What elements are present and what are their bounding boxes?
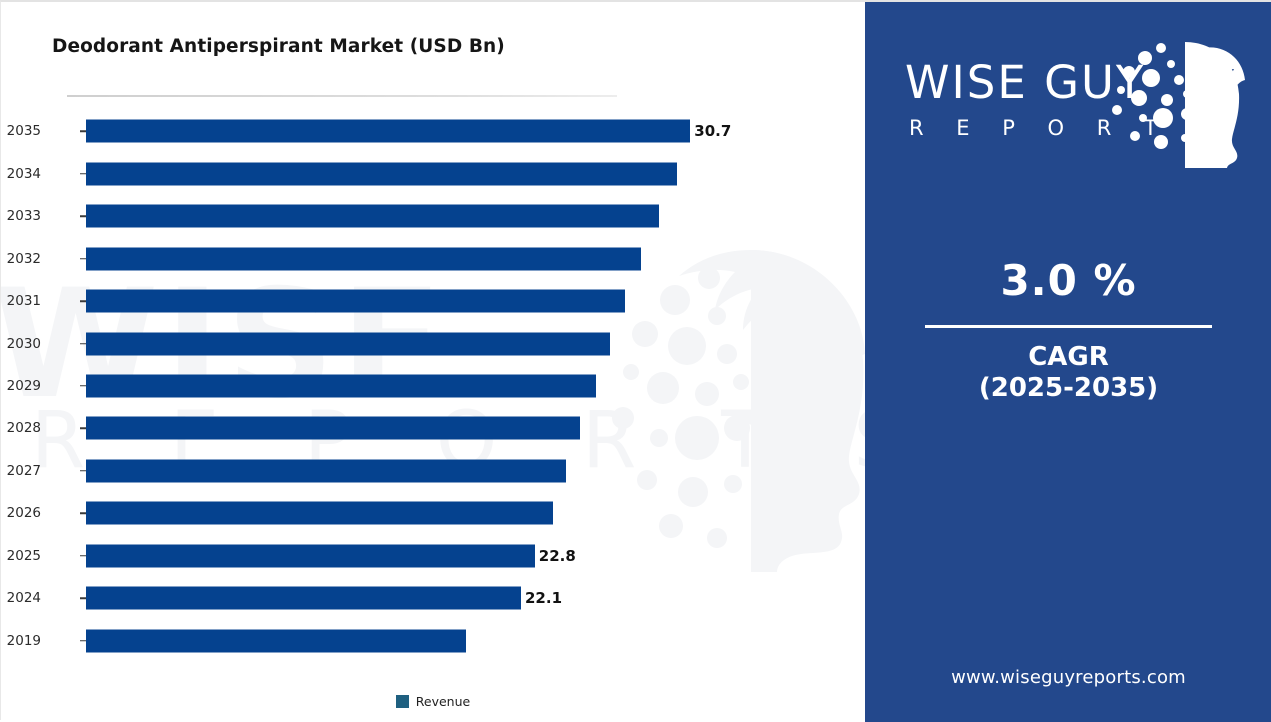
y-axis-tick-mark (80, 555, 86, 557)
bar-value-label: 30.7 (694, 122, 732, 141)
y-axis-tick-label: 2024 (6, 590, 41, 607)
y-axis-tick-label: 2032 (6, 250, 41, 267)
logo-head-silhouette-icon (1112, 42, 1245, 168)
y-axis-tick-mark (80, 300, 86, 302)
bar-revenue[interactable] (86, 204, 659, 228)
y-axis-tick-label: 2030 (6, 335, 41, 352)
y-axis-tick-mark (80, 172, 86, 175)
y-axis-tick-label: 2033 (6, 208, 41, 225)
bar-revenue[interactable] (86, 119, 691, 143)
bar-row: 2028 (1, 407, 865, 449)
y-axis-tick-mark (80, 257, 86, 260)
legend-label-revenue: Revenue (415, 694, 471, 709)
bar-row: 2024 22.1 (1, 577, 865, 619)
cagr-block: 3.0 % CAGR (2025-2035) (865, 260, 1271, 403)
y-axis-tick-mark (80, 470, 86, 472)
y-axis-tick-mark (80, 215, 86, 217)
cagr-period: (2025-2035) (978, 372, 1159, 403)
y-axis-tick-mark (80, 597, 86, 600)
bar-chart-plot: 2035 30.7 2034 2033 2032 2031 2030 2029 2028 2027… (1, 110, 865, 662)
bar-revenue[interactable] (86, 501, 553, 525)
bar-revenue[interactable] (86, 416, 581, 440)
y-axis-tick-label: 2025 (6, 547, 41, 564)
y-axis-tick-label: 2035 (6, 123, 41, 140)
bar-revenue[interactable] (86, 289, 626, 313)
bar-revenue[interactable] (86, 374, 596, 398)
y-axis-tick-label: 2019 (6, 632, 41, 649)
legend-swatch-revenue (395, 695, 409, 708)
bar-row: 2026 (1, 492, 865, 534)
y-axis-tick-mark (80, 427, 86, 430)
logo-wordmark-top: WISE GUY (905, 56, 1146, 109)
bar-row: 2029 (1, 365, 865, 407)
bar-row: 2027 (1, 450, 865, 492)
bar-revenue[interactable] (86, 586, 521, 610)
cagr-label: CAGR (1028, 342, 1109, 372)
bar-row: 2031 (1, 280, 865, 322)
bar-revenue[interactable] (86, 544, 535, 568)
y-axis-tick-label: 2027 (6, 462, 41, 479)
bar-revenue[interactable] (86, 629, 466, 653)
y-axis-tick-mark (80, 342, 86, 345)
brand-logo: WISE GUY R E P O R T S (901, 42, 1246, 168)
bar-row: 2032 (1, 237, 865, 279)
y-axis-tick-label: 2026 (6, 505, 41, 522)
bar-value-label: 22.1 (525, 589, 563, 608)
chart-panel: WISE R E P O R T S Deodorant Antiperspir… (1, 2, 865, 722)
y-axis-tick-label: 2031 (6, 293, 41, 310)
bar-row: 2030 (1, 322, 865, 364)
bar-row: 2019 (1, 620, 865, 662)
y-axis-tick-label: 2034 (6, 165, 41, 182)
y-axis-tick-mark (80, 512, 86, 515)
bar-row: 2035 30.7 (1, 110, 865, 152)
y-axis-tick-mark (80, 385, 86, 387)
title-divider (67, 95, 617, 97)
website-url: www.wiseguyreports.com (951, 667, 1186, 688)
bar-revenue[interactable] (86, 332, 610, 356)
bar-revenue[interactable] (86, 459, 567, 483)
cagr-value: 3.0 % (1000, 256, 1137, 305)
y-axis-tick-label: 2029 (6, 377, 41, 394)
bar-row: 2034 (1, 152, 865, 194)
y-axis-tick-label: 2028 (6, 420, 41, 437)
cagr-divider (925, 325, 1212, 328)
chart-title: Deodorant Antiperspirant Market (USD Bn) (52, 36, 505, 57)
bar-revenue[interactable] (86, 247, 642, 271)
bar-row: 2033 (1, 195, 865, 237)
bar-revenue[interactable] (86, 162, 677, 186)
y-axis-tick-mark (80, 640, 86, 642)
side-panel: WISE GUY R E P O R T S 3 (865, 2, 1271, 722)
bar-value-label: 22.8 (538, 546, 576, 565)
chart-legend: Revenue (1, 694, 865, 709)
bar-row: 2025 22.8 (1, 535, 865, 577)
y-axis-tick-mark (80, 130, 86, 132)
